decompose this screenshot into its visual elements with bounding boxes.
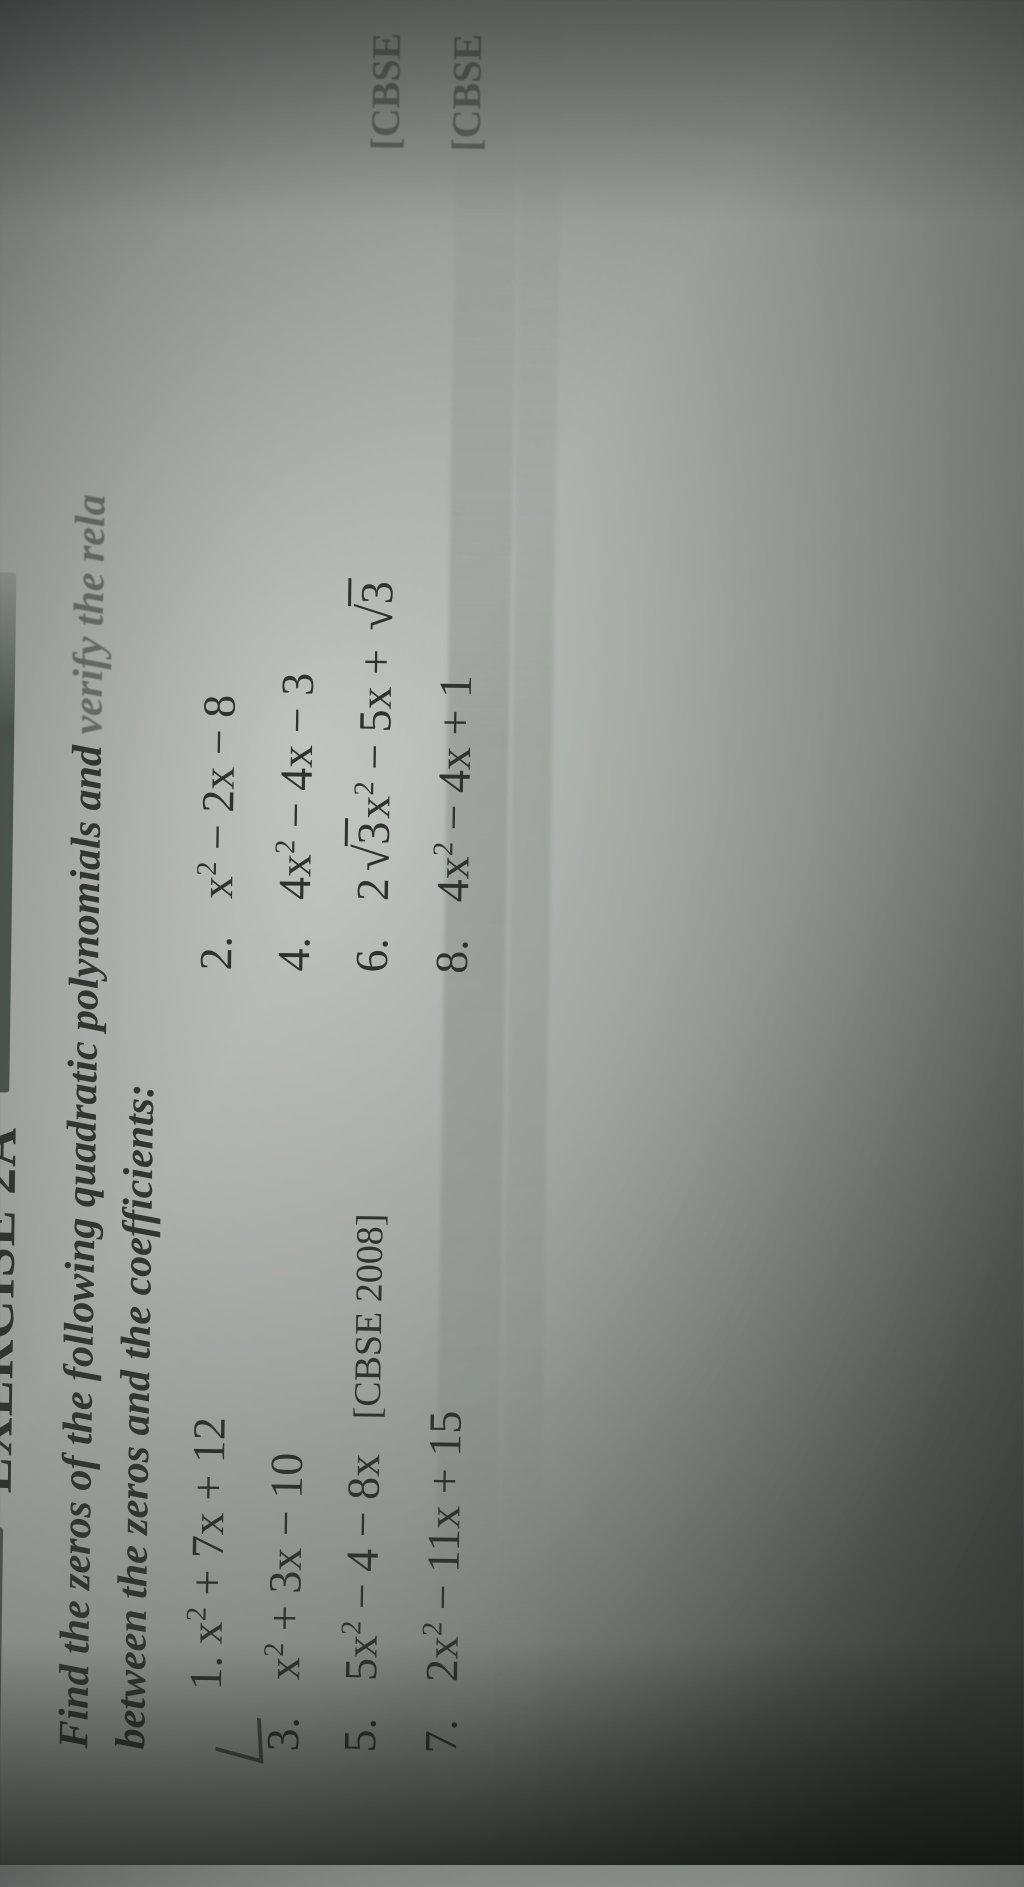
problem-expression: 5x2 − 4 − 8x [335, 1453, 389, 1681]
problem-number: 4. [258, 911, 330, 972]
heading-bar-left [0, 1527, 3, 1747]
problem-expression: 2x2 − 11x + 15 [416, 1410, 471, 1682]
problem-expression: x2 − 2x − 8 [191, 694, 245, 899]
problem-4: 4. 4x2 − 4x − 3 [258, 91, 342, 972]
problem-expression: 4x2 − 4x − 3 [269, 672, 323, 900]
problem-7: 7. 2x2 − 11x + 15 [405, 973, 487, 1754]
instruction-part-1b: verify the rela [65, 494, 114, 735]
problem-3: 3. x2 + 3x − 10 [247, 971, 329, 1752]
source-tag: [CBSE 2008] [347, 1213, 392, 1419]
source-tag-cut: [CBSE [354, 32, 418, 151]
problem-number: 5. [324, 1692, 396, 1753]
problem-number: 7. [405, 1693, 477, 1754]
problem-2: 2. x2 − 2x − 8 [180, 90, 264, 971]
problem-grid: 1. x2 + 7x + 12 2. x2 − 2x − 8 3. x2 + 3… [169, 90, 499, 1754]
problem-number: 1. [180, 1655, 231, 1690]
problem-expression: 4x2 − 4x + 1 [427, 675, 481, 903]
rotated-page: coefficient of x² EXERCISE 2A Find the z… [0, 408, 1024, 1458]
instruction-part-2: between the zeros and the coefficients: [108, 1084, 163, 1750]
problem-1: 1. x2 + 7x + 12 [169, 970, 251, 1751]
problem-expression: 23x2 − 5x + 3 [347, 578, 403, 902]
problem-number: 2. [180, 910, 252, 971]
instruction-part-1: Find the zeros of the following quadrati… [51, 734, 111, 1749]
problem-expression: x2 + 7x + 12 [181, 1417, 235, 1645]
exercise-title: EXERCISE 2A [0, 1126, 29, 1493]
problem-6: 6. 23x2 − 5x + 3 [CBSE [335, 92, 422, 973]
checkmark-icon [220, 1691, 221, 1751]
source-tag-cut: [CBSE [435, 33, 499, 152]
heading-bar-right [0, 573, 16, 1093]
problem-number: 6. [336, 912, 408, 973]
exercise-heading-row: EXERCISE 2A [0, 87, 43, 1748]
problem-expression: x2 + 3x − 10 [258, 1452, 312, 1680]
problem-5: 5. 5x2 − 4 − 8x [CBSE 2008] [324, 972, 410, 1753]
textbook-sheet: coefficient of x² EXERCISE 2A Find the z… [0, 0, 443, 1873]
problem-number: 8. [416, 913, 488, 974]
problem-8: 8. 4x2 − 4x + 1 [CBSE [416, 93, 500, 974]
instruction-text: Find the zeros of the following quadrati… [46, 88, 183, 1749]
